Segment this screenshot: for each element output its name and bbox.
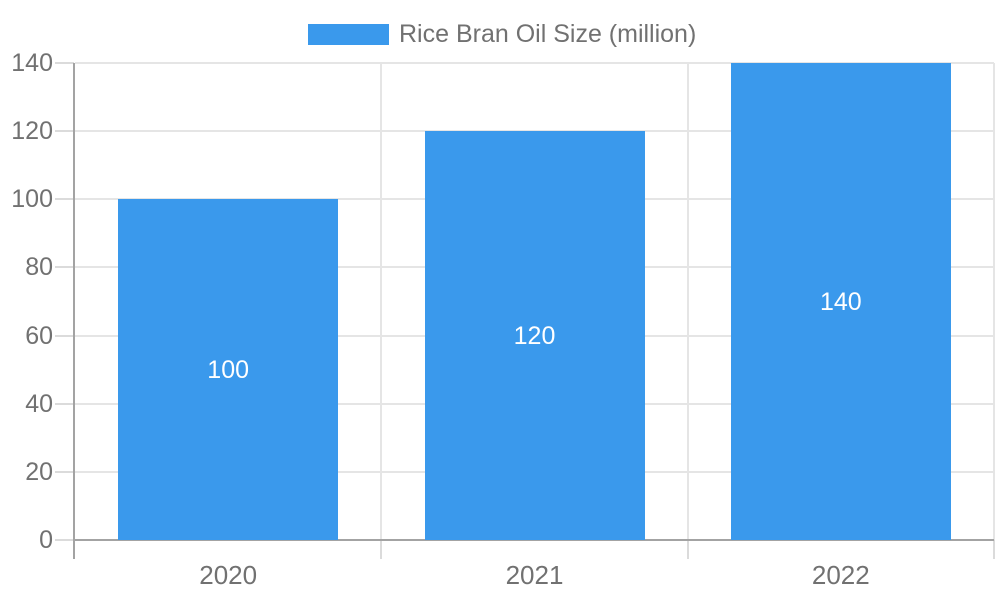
y-tick-mark <box>55 470 74 473</box>
y-tick-mark <box>55 62 74 64</box>
y-tick-mark <box>55 402 74 405</box>
bar-value-label: 120 <box>513 321 556 350</box>
x-tick-mark <box>686 540 689 559</box>
y-tick-label: 60 <box>25 321 53 350</box>
x-gridline <box>993 63 995 540</box>
bar-value-label: 140 <box>819 287 862 316</box>
bar[interactable] <box>118 199 339 540</box>
x-tick-mark <box>993 540 995 559</box>
y-tick-label: 0 <box>39 526 53 554</box>
x-axis-line <box>73 539 994 541</box>
y-tick-label: 140 <box>11 49 53 77</box>
x-gridline <box>380 63 383 540</box>
x-tick-label: 2022 <box>811 560 870 590</box>
y-tick-mark <box>55 334 74 337</box>
y-tick-mark <box>55 198 74 201</box>
x-tick-label: 2021 <box>505 560 564 590</box>
y-tick-label: 20 <box>25 457 53 486</box>
y-tick-label: 80 <box>25 253 53 282</box>
x-tick-mark <box>380 540 383 559</box>
y-axis-line <box>73 63 75 559</box>
bar[interactable] <box>424 131 645 540</box>
y-tick-label: 40 <box>25 389 53 418</box>
y-tick-label: 100 <box>11 185 53 214</box>
y-tick-mark <box>55 539 74 541</box>
bar-value-label: 100 <box>207 355 250 384</box>
y-tick-mark <box>55 130 74 133</box>
chart-legend[interactable]: Rice Bran Oil Size (million) <box>308 20 696 48</box>
x-gridline <box>686 63 689 540</box>
bar[interactable] <box>730 63 951 540</box>
x-tick-label: 2020 <box>199 560 258 590</box>
legend-label: Rice Bran Oil Size (million) <box>399 20 697 48</box>
y-tick-mark <box>55 266 74 269</box>
legend-swatch-icon <box>308 24 389 45</box>
y-gridline <box>75 62 994 64</box>
y-tick-label: 120 <box>11 117 53 146</box>
